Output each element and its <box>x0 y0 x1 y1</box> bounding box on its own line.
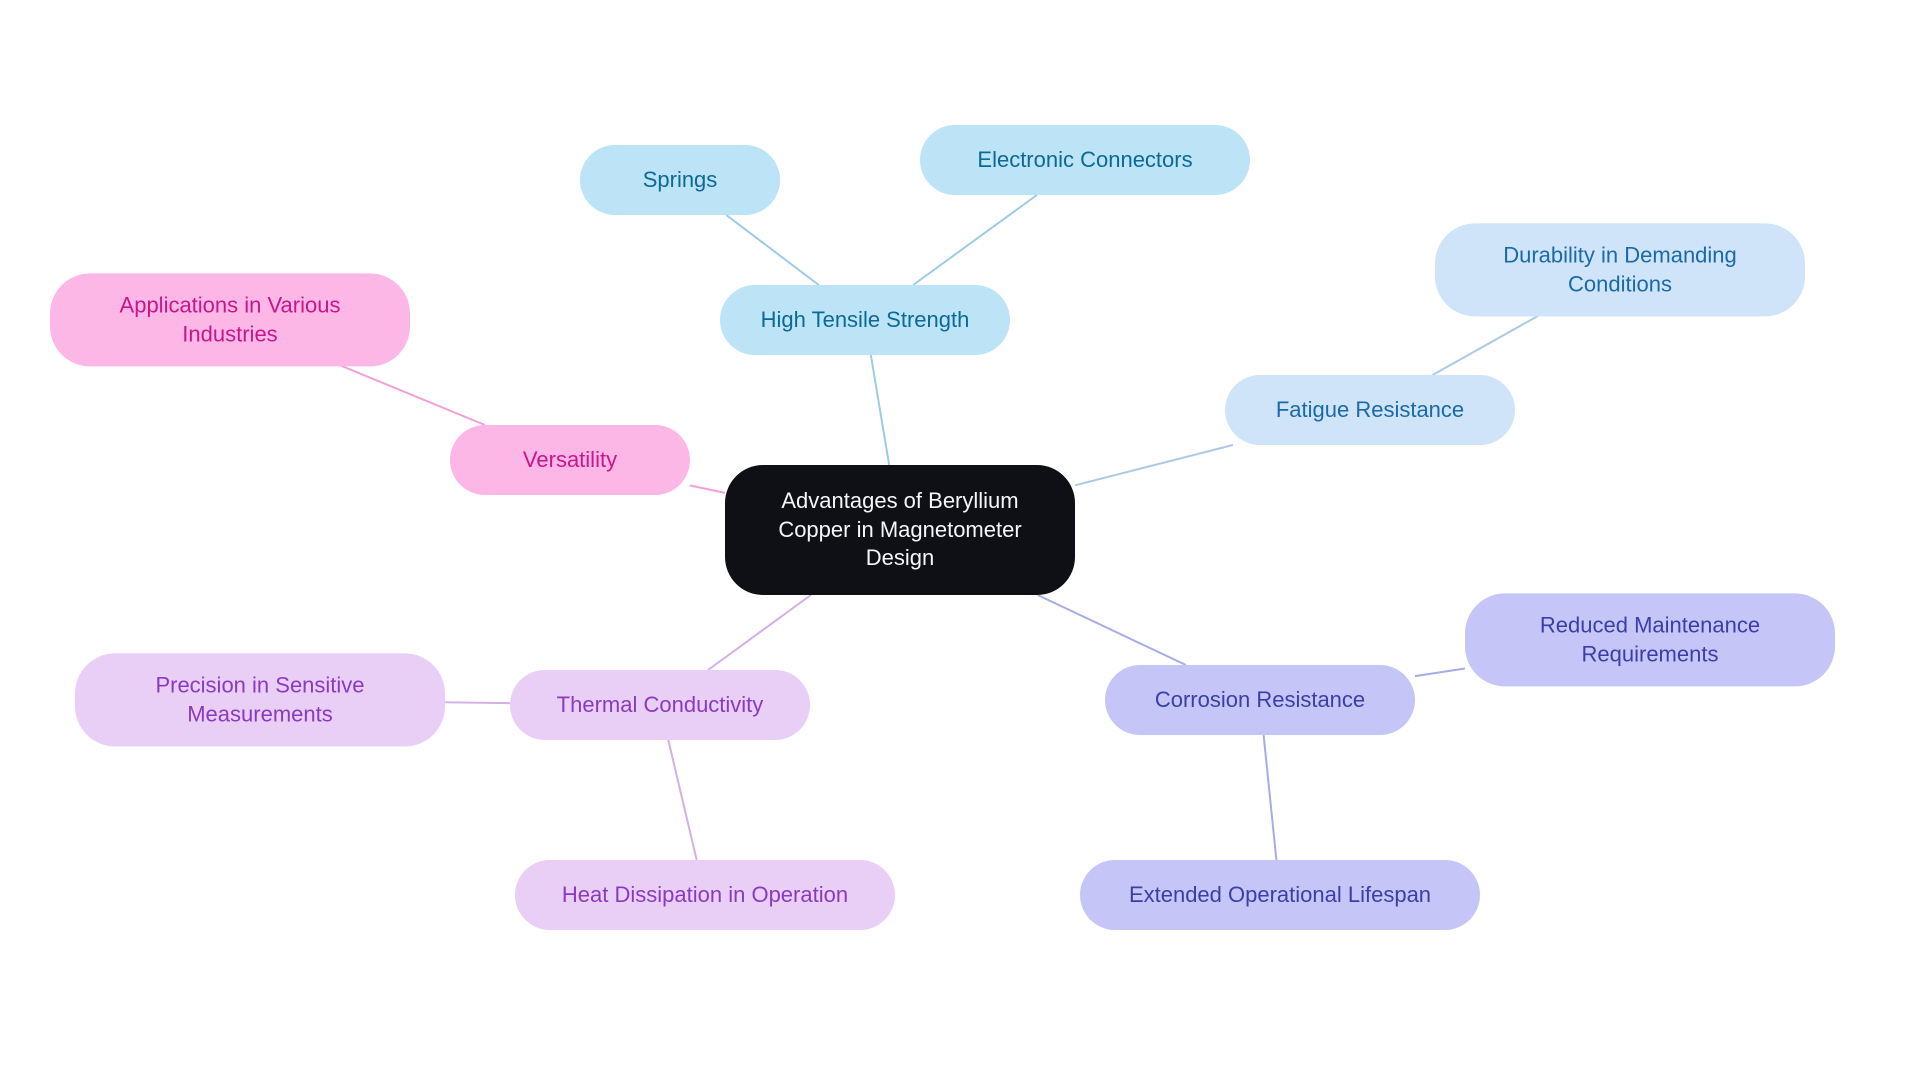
node-label: High Tensile Strength <box>761 306 970 335</box>
node-extended_lifespan: Extended Operational Lifespan <box>1080 860 1480 930</box>
node-label: Precision in Sensitive Measurements <box>103 671 417 728</box>
node-applications: Applications in Various Industries <box>50 273 410 366</box>
node-label: Electronic Connectors <box>977 146 1192 175</box>
node-heat_dissipation: Heat Dissipation in Operation <box>515 860 895 930</box>
edge-center-versatility <box>690 485 725 492</box>
edge-center-fatigue <box>1075 445 1233 485</box>
node-precision: Precision in Sensitive Measurements <box>75 653 445 746</box>
node-versatility: Versatility <box>450 425 690 495</box>
edge-fatigue-durability <box>1433 315 1540 375</box>
node-center: Advantages of Beryllium Copper in Magnet… <box>725 465 1075 595</box>
node-label: Fatigue Resistance <box>1276 396 1464 425</box>
node-label: Reduced Maintenance Requirements <box>1493 611 1807 668</box>
node-springs: Springs <box>580 145 780 215</box>
node-fatigue: Fatigue Resistance <box>1225 375 1515 445</box>
edge-thermal-precision <box>445 702 510 703</box>
edge-center-corrosion <box>1038 595 1186 665</box>
edge-corrosion-reduced_maintenance <box>1415 668 1465 676</box>
node-reduced_maintenance: Reduced Maintenance Requirements <box>1465 593 1835 686</box>
node-corrosion: Corrosion Resistance <box>1105 665 1415 735</box>
node-label: Springs <box>643 166 718 195</box>
edge-high_tensile-springs <box>726 215 819 285</box>
node-label: Heat Dissipation in Operation <box>562 881 848 910</box>
node-electronic_connectors: Electronic Connectors <box>920 125 1250 195</box>
edge-center-high_tensile <box>871 355 889 465</box>
node-thermal: Thermal Conductivity <box>510 670 810 740</box>
node-label: Applications in Various Industries <box>78 291 382 348</box>
node-durability: Durability in Demanding Conditions <box>1435 223 1805 316</box>
edge-thermal-heat_dissipation <box>668 740 696 860</box>
node-label: Thermal Conductivity <box>557 691 764 720</box>
node-label: Versatility <box>523 446 617 475</box>
edge-corrosion-extended_lifespan <box>1264 735 1277 860</box>
edge-high_tensile-electronic_connectors <box>913 195 1037 285</box>
node-label: Corrosion Resistance <box>1155 686 1365 715</box>
node-label: Advantages of Beryllium Copper in Magnet… <box>753 487 1047 573</box>
node-label: Durability in Demanding Conditions <box>1463 241 1777 298</box>
edge-center-thermal <box>708 595 811 670</box>
node-high_tensile: High Tensile Strength <box>720 285 1010 355</box>
node-label: Extended Operational Lifespan <box>1129 881 1431 910</box>
edge-versatility-applications <box>339 365 485 425</box>
